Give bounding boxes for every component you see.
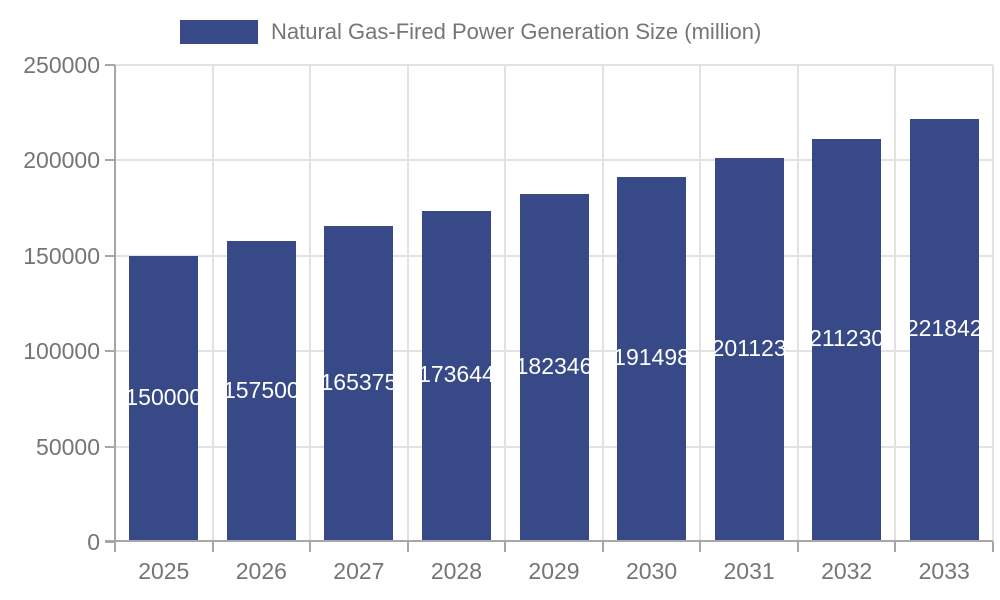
x-axis-tick	[796, 542, 799, 552]
y-axis-tick-label: 200000	[23, 147, 100, 174]
gridline-horizontal	[115, 64, 993, 66]
gridline-vertical	[894, 65, 897, 542]
y-axis-tick-label: 150000	[23, 242, 100, 269]
x-axis-tick-label: 2030	[625, 558, 678, 584]
y-axis-tick-label: 250000	[23, 52, 100, 78]
x-axis-tick-label: 2031	[723, 558, 775, 584]
y-axis-tick	[105, 541, 115, 543]
gridline-vertical	[504, 65, 507, 542]
bar-2033	[909, 118, 979, 542]
x-axis-tick-label: 2033	[918, 558, 970, 584]
bar-2030	[617, 176, 687, 542]
x-axis-tick-label: 2028	[430, 558, 483, 584]
legend[interactable]: Natural Gas-Fired Power Generation Size …	[180, 20, 761, 44]
y-axis-tick-label: 50000	[36, 433, 100, 460]
x-axis-tick	[894, 542, 897, 552]
y-axis-tick	[105, 64, 115, 66]
x-axis-tick	[211, 542, 214, 552]
x-axis-tick-label: 2032	[821, 558, 873, 584]
x-axis-tick	[699, 542, 702, 552]
bar-2028	[421, 210, 491, 542]
gridline-vertical	[211, 65, 214, 542]
y-axis-tick	[105, 350, 115, 353]
bar-2026	[226, 241, 296, 542]
y-axis-tick-label: 100000	[23, 338, 100, 365]
y-axis-tick	[105, 445, 115, 448]
y-axis-line	[114, 65, 116, 542]
x-axis-tick	[504, 542, 507, 552]
x-axis-tick	[309, 542, 312, 552]
legend-label: Natural Gas-Fired Power Generation Size …	[271, 19, 762, 44]
gridline-vertical	[796, 65, 799, 542]
y-axis-tick	[105, 159, 115, 162]
x-axis-tick	[601, 542, 604, 552]
x-axis-tick-label: 2029	[528, 558, 580, 584]
x-axis-tick-label: 2026	[235, 558, 287, 584]
x-axis-tick	[114, 542, 116, 552]
bar-2029	[519, 194, 589, 542]
x-axis-tick	[406, 542, 409, 552]
legend-swatch	[180, 20, 258, 44]
y-axis-tick	[105, 254, 115, 257]
gridline-vertical	[601, 65, 604, 542]
gridline-vertical	[406, 65, 409, 542]
gridline-horizontal	[115, 159, 993, 162]
bar-2032	[812, 138, 882, 542]
bar-2027	[324, 226, 394, 542]
bar-2031	[714, 158, 784, 542]
gridline-vertical	[992, 65, 994, 542]
bar-2025	[129, 255, 199, 542]
x-axis-line	[105, 540, 993, 542]
x-axis-tick-label: 2027	[333, 558, 385, 584]
gridline-vertical	[309, 65, 312, 542]
y-axis-tick-label: 0	[87, 529, 100, 555]
x-axis-tick-label: 2025	[138, 558, 190, 584]
x-axis-tick	[992, 542, 994, 552]
gridline-vertical	[699, 65, 702, 542]
